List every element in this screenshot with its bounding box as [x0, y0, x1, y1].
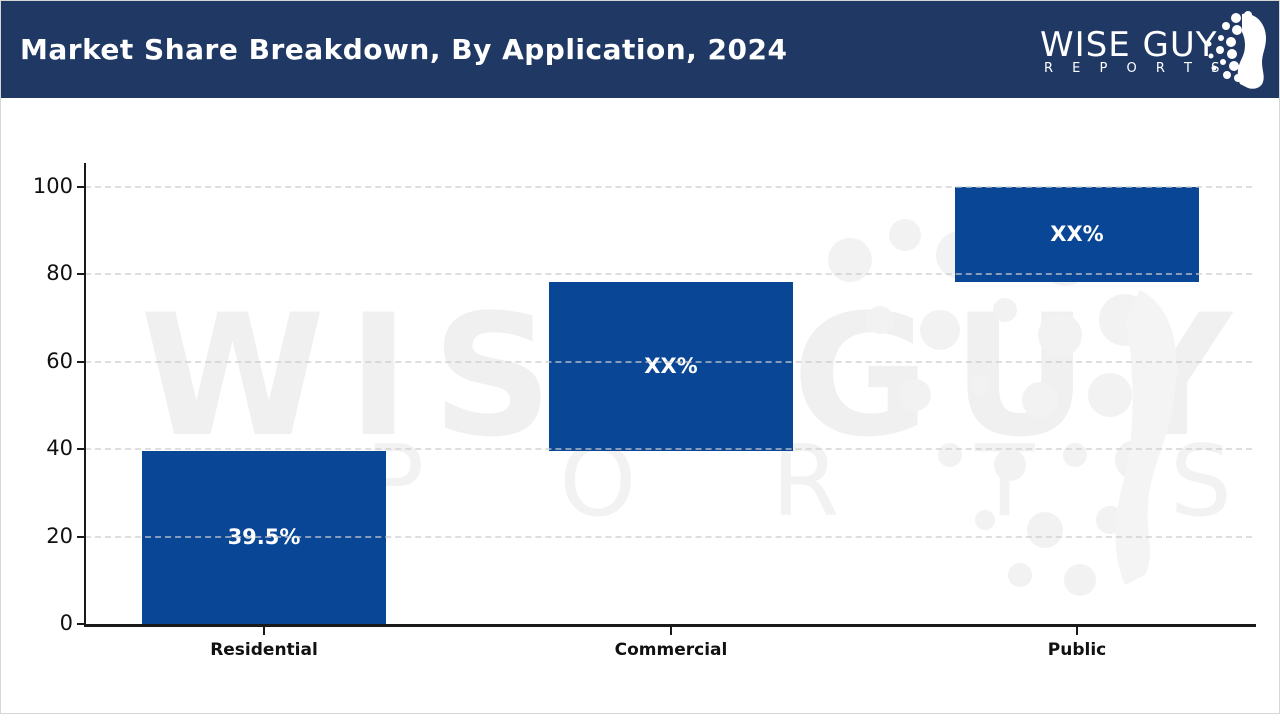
y-tick-40 — [77, 448, 84, 451]
y-tick-label-40: 40 — [46, 436, 73, 461]
y-tick-20 — [77, 535, 84, 538]
x-axis-label-public: Public — [1047, 640, 1107, 660]
y-tick-80 — [77, 273, 84, 276]
x-axis-label-residential: Residential — [210, 640, 318, 660]
x-tick-commercial — [670, 627, 672, 635]
bar-residential: 39.5% — [142, 451, 386, 624]
y-axis-line — [84, 163, 86, 624]
x-axis-line — [84, 624, 1256, 627]
y-tick-label-60: 60 — [46, 348, 73, 373]
y-tick-0 — [77, 623, 84, 625]
bar-value-label: XX% — [644, 353, 698, 378]
logo-head-icon — [1206, 11, 1266, 89]
gridline-80 — [85, 273, 1252, 276]
y-tick-label-80: 80 — [46, 261, 73, 286]
bar-public: XX% — [955, 187, 1199, 283]
logo-text-wise-guy: WISE GUY — [1040, 25, 1218, 65]
x-tick-residential — [263, 627, 265, 635]
gridline-60 — [85, 360, 1252, 363]
bar-commercial: XX% — [549, 282, 793, 452]
y-tick-label-0: 0 — [59, 611, 73, 635]
gridline-40 — [85, 448, 1252, 451]
header-band: Market Share Breakdown, By Application, … — [0, 0, 1280, 98]
gridline-20 — [85, 535, 1252, 538]
y-tick-60 — [77, 360, 84, 363]
logo-text-reports: R E P O R T S — [1044, 61, 1227, 76]
x-axis-label-commercial: Commercial — [614, 640, 728, 660]
y-tick-label-100: 100 — [32, 174, 73, 198]
y-tick-label-20: 20 — [46, 523, 73, 548]
y-tick-100 — [77, 186, 84, 188]
gridline-100 — [85, 186, 1252, 188]
x-tick-public — [1076, 627, 1078, 635]
bar-value-label: XX% — [1050, 221, 1104, 246]
page-title: Market Share Breakdown, By Application, … — [20, 33, 788, 66]
wise-guy-reports-logo: WISE GUY R E P O R T S — [1032, 8, 1266, 92]
